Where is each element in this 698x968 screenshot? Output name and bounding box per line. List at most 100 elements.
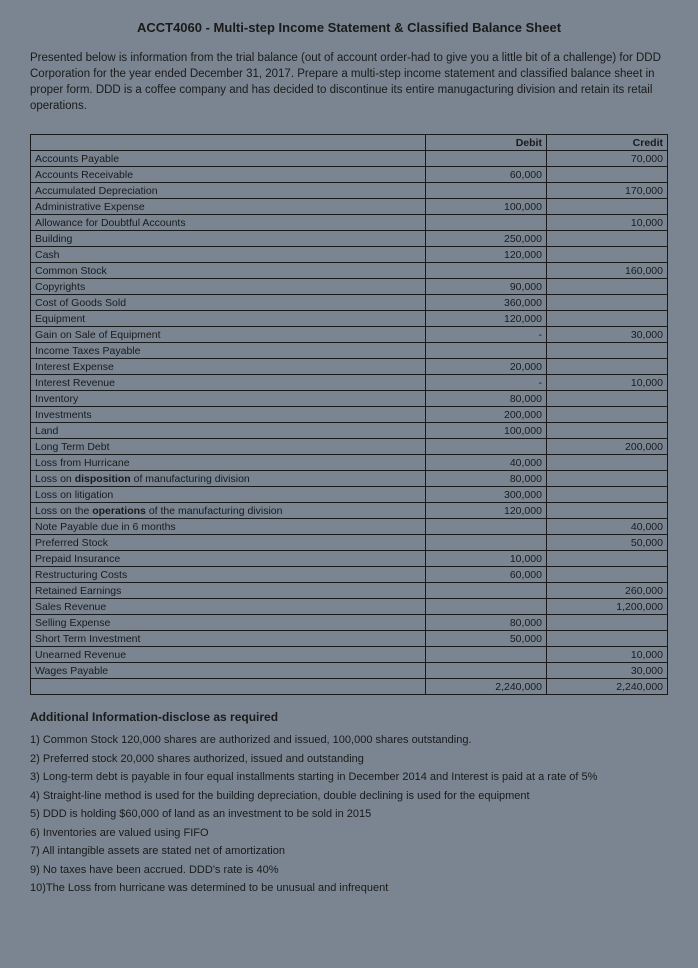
totals-row: 2,240,0002,240,000: [31, 679, 668, 695]
table-row: Note Payable due in 6 months40,000: [31, 519, 668, 535]
table-row: Selling Expense80,000: [31, 615, 668, 631]
row-credit: 70,000: [546, 151, 667, 167]
row-debit: 360,000: [425, 295, 546, 311]
table-row: Accumulated Depreciation170,000: [31, 183, 668, 199]
row-credit: [546, 503, 667, 519]
table-row: Wages Payable30,000: [31, 663, 668, 679]
totals-debit: 2,240,000: [425, 679, 546, 695]
row-debit: -: [425, 375, 546, 391]
table-row: Retained Earnings 260,000: [31, 583, 668, 599]
table-row: Copyrights90,000: [31, 279, 668, 295]
row-credit: 1,200,000: [546, 599, 667, 615]
row-debit: [425, 151, 546, 167]
table-row: Loss on litigation300,000: [31, 487, 668, 503]
additional-item: 4) Straight-line method is used for the …: [30, 788, 668, 805]
additional-item: 10)The Loss from hurricane was determine…: [30, 880, 668, 897]
table-row: Land100,000: [31, 423, 668, 439]
row-label: Allowance for Doubtful Accounts: [31, 215, 426, 231]
row-label: Administrative Expense: [31, 199, 426, 215]
row-label: Inventory: [31, 391, 426, 407]
row-label: Land: [31, 423, 426, 439]
row-debit: 60,000: [425, 167, 546, 183]
table-row: Cash120,000: [31, 247, 668, 263]
table-row: Cost of Goods Sold360,000: [31, 295, 668, 311]
table-row: Building250,000: [31, 231, 668, 247]
row-label: Income Taxes Payable: [31, 343, 426, 359]
table-row: Administrative Expense100,000: [31, 199, 668, 215]
row-credit: [546, 343, 667, 359]
row-label: Accounts Payable: [31, 151, 426, 167]
row-debit: 100,000: [425, 199, 546, 215]
row-credit: 30,000: [546, 327, 667, 343]
row-credit: [546, 199, 667, 215]
table-row: Loss on the operations of the manufactur…: [31, 503, 668, 519]
row-label: Accounts Receivable: [31, 167, 426, 183]
row-credit: 160,000: [546, 263, 667, 279]
row-label: Loss from Hurricane: [31, 455, 426, 471]
row-debit: -: [425, 327, 546, 343]
row-label: Accumulated Depreciation: [31, 183, 426, 199]
row-credit: 50,000: [546, 535, 667, 551]
header-blank: [31, 135, 426, 151]
row-credit: [546, 631, 667, 647]
row-label: Prepaid Insurance: [31, 551, 426, 567]
row-debit: [425, 647, 546, 663]
row-debit: 20,000: [425, 359, 546, 375]
additional-info-title: Additional Information-disclose as requi…: [30, 710, 668, 724]
row-debit: 10,000: [425, 551, 546, 567]
row-debit: 100,000: [425, 423, 546, 439]
additional-item: 3) Long-term debt is payable in four equ…: [30, 769, 668, 786]
table-row: Inventory80,000: [31, 391, 668, 407]
table-row: Sales Revenue1,200,000: [31, 599, 668, 615]
row-debit: 80,000: [425, 391, 546, 407]
table-row: Restructuring Costs60,000: [31, 567, 668, 583]
row-credit: [546, 311, 667, 327]
table-row: Accounts Payable 70,000: [31, 151, 668, 167]
row-label: Gain on Sale of Equipment: [31, 327, 426, 343]
row-label: Common Stock: [31, 263, 426, 279]
row-debit: 120,000: [425, 247, 546, 263]
row-credit: 40,000: [546, 519, 667, 535]
row-debit: 300,000: [425, 487, 546, 503]
row-credit: [546, 567, 667, 583]
additional-info-list: 1) Common Stock 120,000 shares are autho…: [30, 732, 668, 897]
additional-item: 6) Inventories are valued using FIFO: [30, 825, 668, 842]
additional-item: 7) All intangible assets are stated net …: [30, 843, 668, 860]
table-row: Preferred Stock 50,000: [31, 535, 668, 551]
trial-balance-table: Debit Credit Accounts Payable70,000Accou…: [30, 134, 668, 695]
table-row: Interest Revenue-10,000: [31, 375, 668, 391]
row-credit: [546, 279, 667, 295]
row-label: Copyrights: [31, 279, 426, 295]
table-row: Long Term Debt 200,000: [31, 439, 668, 455]
row-debit: 120,000: [425, 503, 546, 519]
row-credit: 10,000: [546, 375, 667, 391]
row-label: Short Term Investment: [31, 631, 426, 647]
additional-item: 9) No taxes have been accrued. DDD's rat…: [30, 862, 668, 879]
row-label: Preferred Stock: [31, 535, 426, 551]
row-label: Long Term Debt: [31, 439, 426, 455]
row-credit: 10,000: [546, 647, 667, 663]
row-label: Selling Expense: [31, 615, 426, 631]
additional-item: 1) Common Stock 120,000 shares are autho…: [30, 732, 668, 749]
row-label: Retained Earnings: [31, 583, 426, 599]
table-row: Gain on Sale of Equipment-30,000: [31, 327, 668, 343]
row-debit: 80,000: [425, 471, 546, 487]
row-credit: 260,000: [546, 583, 667, 599]
table-row: Common Stock 160,000: [31, 263, 668, 279]
totals-credit: 2,240,000: [546, 679, 667, 695]
row-debit: 250,000: [425, 231, 546, 247]
table-row: Allowance for Doubtful Accounts10,000: [31, 215, 668, 231]
row-credit: [546, 407, 667, 423]
table-row: Accounts Receivable60,000: [31, 167, 668, 183]
row-debit: [425, 583, 546, 599]
row-label: Cost of Goods Sold: [31, 295, 426, 311]
row-debit: [425, 263, 546, 279]
row-label: Cash: [31, 247, 426, 263]
row-debit: 200,000: [425, 407, 546, 423]
header-credit: Credit: [546, 135, 667, 151]
table-row: Investments200,000: [31, 407, 668, 423]
row-credit: [546, 167, 667, 183]
row-label: Restructuring Costs: [31, 567, 426, 583]
row-credit: [546, 471, 667, 487]
row-credit: 200,000: [546, 439, 667, 455]
